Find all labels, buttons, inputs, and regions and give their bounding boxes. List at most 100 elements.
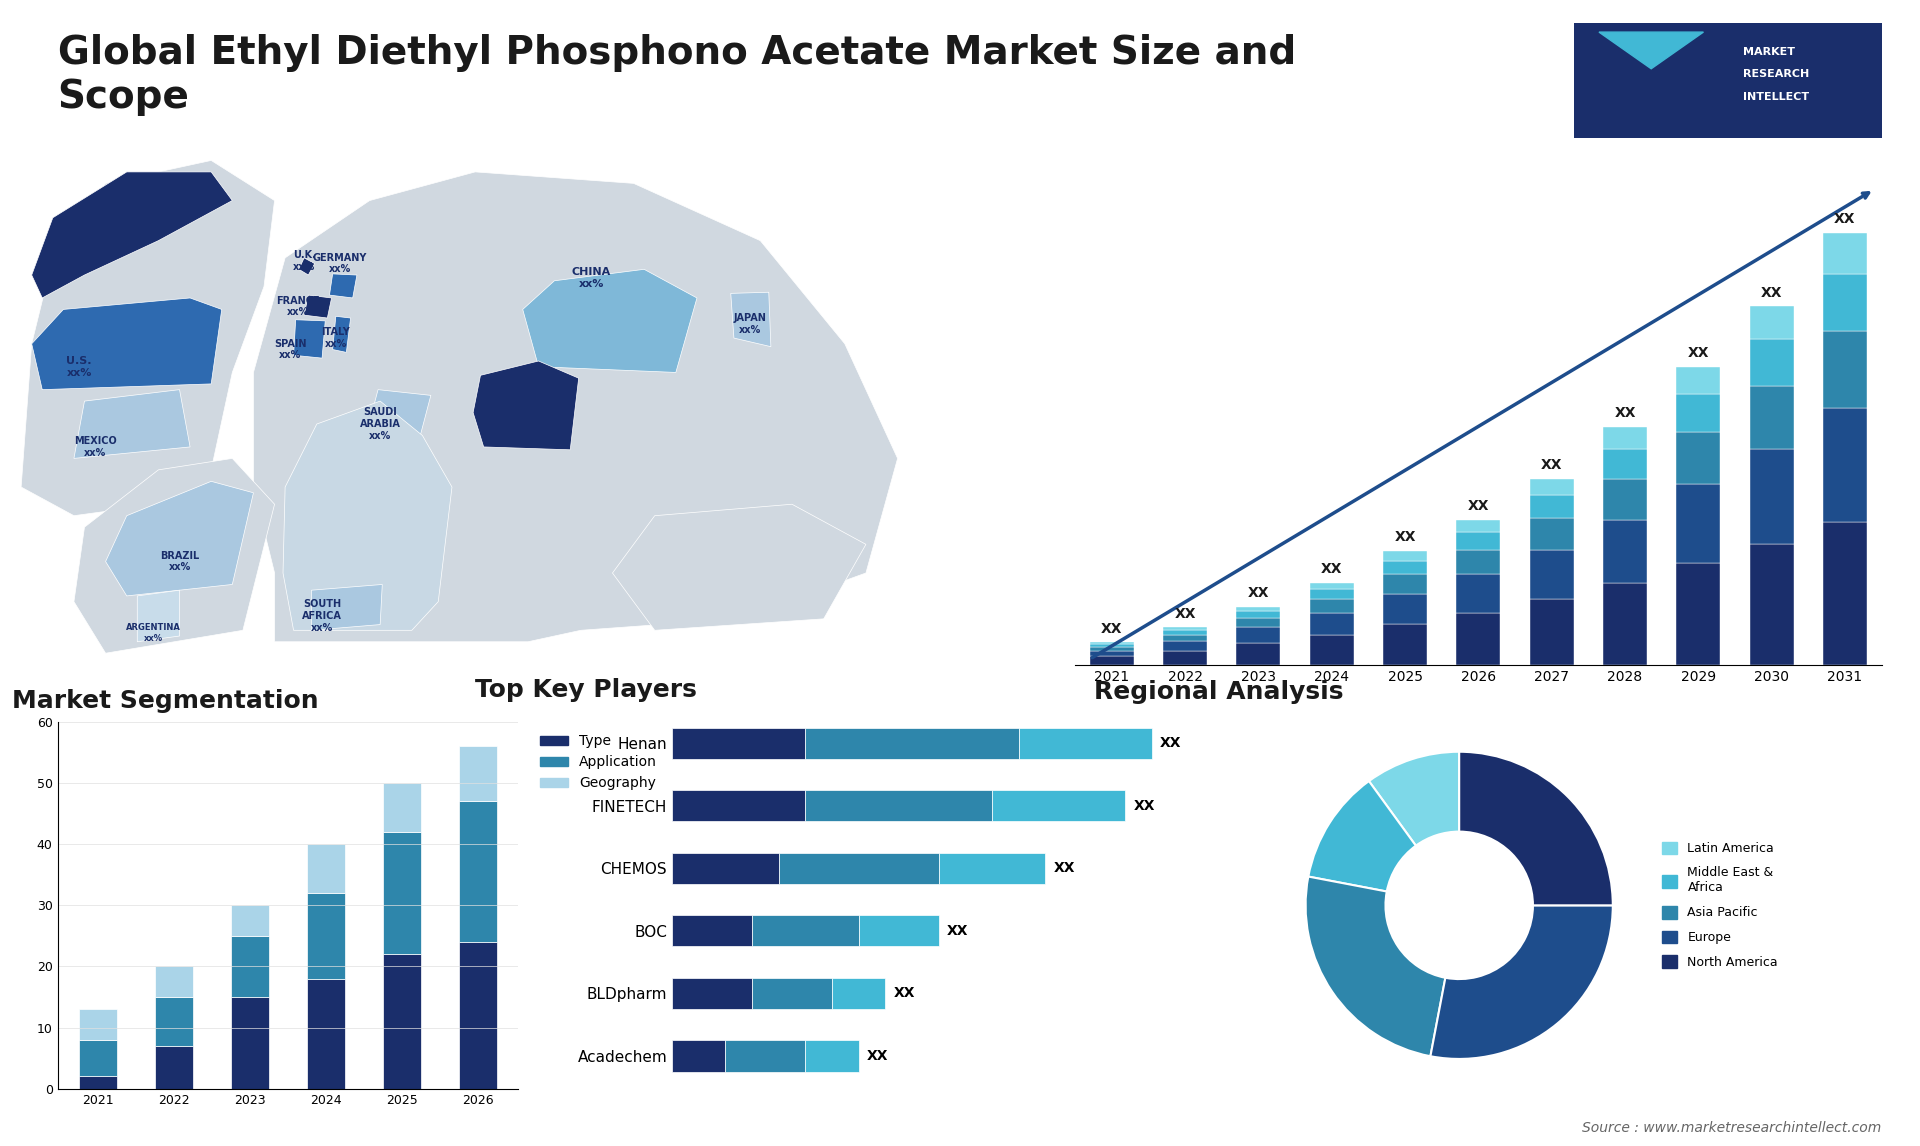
Bar <box>79 1039 117 1076</box>
Bar <box>1676 432 1720 484</box>
Bar <box>384 955 420 1089</box>
Legend: Latin America, Middle East &
Africa, Asia Pacific, Europe, North America: Latin America, Middle East & Africa, Asi… <box>1657 837 1784 974</box>
Bar <box>1309 635 1354 665</box>
Text: ARGENTINA
xx%: ARGENTINA xx% <box>125 623 180 643</box>
Polygon shape <box>294 320 324 358</box>
Polygon shape <box>1599 32 1703 69</box>
Bar <box>1822 523 1866 665</box>
Bar <box>1603 582 1647 665</box>
Bar <box>1091 651 1135 657</box>
Text: XX: XX <box>1321 563 1342 576</box>
Text: XX: XX <box>1467 500 1490 513</box>
Bar <box>1603 479 1647 520</box>
Bar <box>79 1076 117 1089</box>
Bar <box>1382 551 1427 560</box>
Text: INDIA
xx%: INDIA xx% <box>478 425 509 446</box>
Polygon shape <box>138 590 180 642</box>
Polygon shape <box>106 481 253 596</box>
Text: XX: XX <box>1394 531 1415 544</box>
Text: SAUDI
ARABIA
xx%: SAUDI ARABIA xx% <box>359 408 401 440</box>
Bar <box>1382 594 1427 623</box>
Bar <box>1164 641 1208 651</box>
Bar <box>1603 426 1647 448</box>
Text: XX: XX <box>1100 622 1123 636</box>
Bar <box>1822 331 1866 408</box>
Bar <box>1382 560 1427 574</box>
Bar <box>230 997 269 1089</box>
Bar <box>1236 606 1281 611</box>
Polygon shape <box>311 584 382 630</box>
Bar <box>1822 274 1866 331</box>
FancyBboxPatch shape <box>1569 21 1887 140</box>
Bar <box>1530 550 1574 599</box>
Text: XX: XX <box>1054 862 1075 876</box>
Bar <box>1749 544 1793 665</box>
Bar <box>1164 651 1208 665</box>
Text: Global Ethyl Diethyl Phosphono Acetate Market Size and
Scope: Global Ethyl Diethyl Phosphono Acetate M… <box>58 34 1296 117</box>
Bar <box>672 853 780 884</box>
Bar <box>672 791 804 822</box>
Bar <box>156 997 192 1046</box>
Bar <box>1091 657 1135 665</box>
Bar <box>672 978 753 1008</box>
Wedge shape <box>1459 752 1613 905</box>
Bar <box>1822 233 1866 274</box>
Wedge shape <box>1308 782 1415 892</box>
Bar <box>1020 728 1152 759</box>
Text: XX: XX <box>866 1049 889 1062</box>
Polygon shape <box>612 504 866 630</box>
Bar <box>1382 623 1427 665</box>
Bar <box>156 1046 192 1089</box>
Polygon shape <box>332 316 351 353</box>
Bar <box>858 916 939 947</box>
Text: INTELLECT: INTELLECT <box>1743 93 1809 102</box>
Bar <box>1676 564 1720 665</box>
Text: FRANCE
xx%: FRANCE xx% <box>276 296 319 317</box>
Bar <box>993 791 1125 822</box>
Text: Regional Analysis: Regional Analysis <box>1094 681 1344 705</box>
Bar <box>1457 613 1500 665</box>
Bar <box>1822 408 1866 523</box>
Text: RESEARCH: RESEARCH <box>1743 70 1811 79</box>
Polygon shape <box>303 295 332 317</box>
Bar <box>1382 574 1427 594</box>
Bar <box>1164 628 1208 630</box>
Bar <box>780 853 939 884</box>
Bar <box>1676 394 1720 432</box>
Bar <box>1457 574 1500 613</box>
Text: XX: XX <box>1248 587 1269 601</box>
Bar <box>156 966 192 997</box>
Text: MARKET: MARKET <box>1743 47 1795 56</box>
Polygon shape <box>732 292 770 346</box>
Bar <box>1530 518 1574 550</box>
Polygon shape <box>367 390 430 435</box>
Bar <box>307 979 346 1089</box>
Text: Market Segmentation: Market Segmentation <box>12 689 319 713</box>
Bar <box>1749 386 1793 448</box>
Text: XX: XX <box>1761 286 1782 300</box>
Bar <box>1749 306 1793 339</box>
Bar <box>804 1041 858 1072</box>
Polygon shape <box>31 172 232 298</box>
Text: XX: XX <box>893 987 914 1000</box>
Bar <box>804 728 1020 759</box>
Bar <box>1236 618 1281 628</box>
Text: Source : www.marketresearchintellect.com: Source : www.marketresearchintellect.com <box>1582 1121 1882 1135</box>
Bar <box>459 942 497 1089</box>
Text: U.K.
xx%: U.K. xx% <box>292 250 315 272</box>
Bar <box>230 905 269 936</box>
Legend: Type, Application, Geography: Type, Application, Geography <box>534 729 662 796</box>
Text: XX: XX <box>1542 458 1563 472</box>
Wedge shape <box>1369 752 1459 846</box>
Bar <box>1091 642 1135 644</box>
Bar <box>1091 646 1135 651</box>
Bar <box>1236 628 1281 643</box>
Bar <box>1530 599 1574 665</box>
Bar <box>672 1041 726 1072</box>
Bar <box>230 936 269 997</box>
Polygon shape <box>31 298 221 390</box>
Bar <box>1309 589 1354 599</box>
Text: MEXICO
xx%: MEXICO xx% <box>73 437 117 457</box>
Bar <box>939 853 1044 884</box>
Text: Top Key Players: Top Key Players <box>476 677 697 701</box>
